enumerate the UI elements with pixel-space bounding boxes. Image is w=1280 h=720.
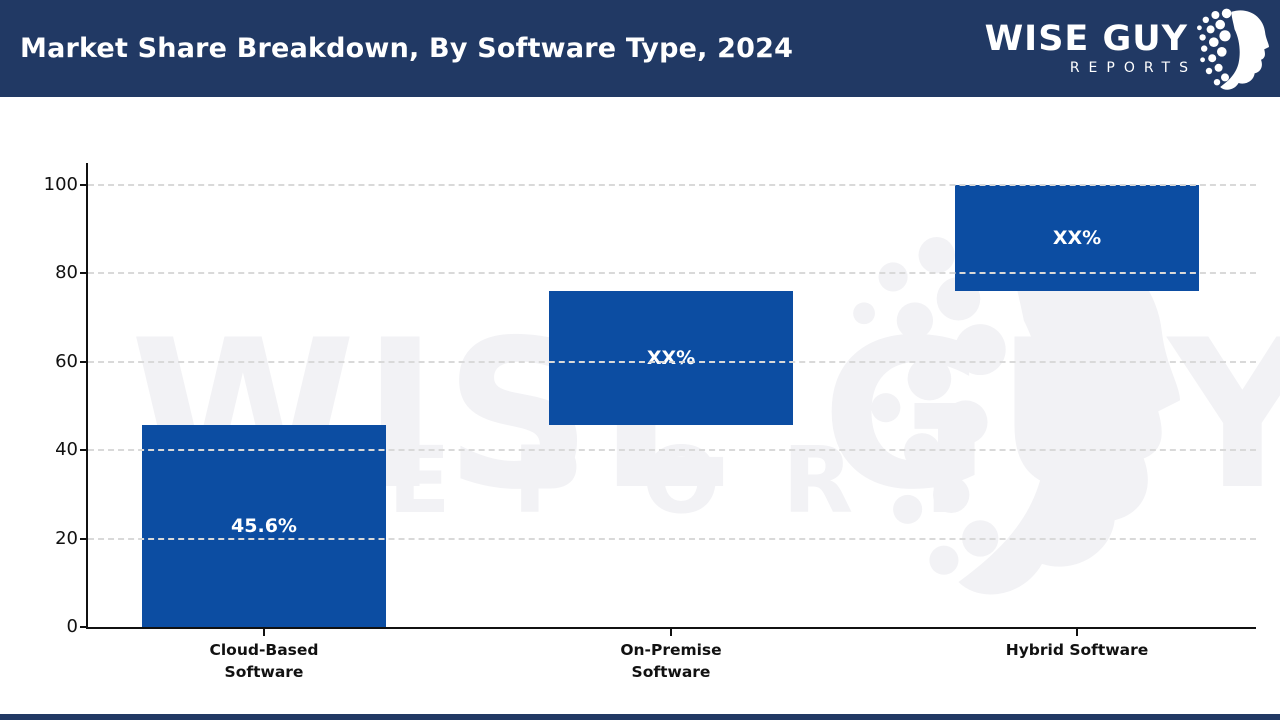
y-axis-tick-label: 60 [55,350,78,372]
x-axis-line [86,627,1256,629]
footer-bar [0,714,1280,720]
gridline-40 [88,449,1256,452]
wiseguy-logo: WISE GUY REPORTS [985,7,1270,91]
logo-text: WISE GUY REPORTS [984,19,1188,76]
chart-area: WISE GUY REPORTS 02040608010045.6%Cloud-… [0,97,1280,714]
y-axis-tick-label: 0 [66,616,78,637]
y-axis-line [86,163,88,629]
chart-title: Market Share Breakdown, By Software Type… [20,33,794,64]
bar-2: XX% [549,291,793,426]
y-axis-tick-mark [80,449,87,452]
x-axis-category-label: On-Premise Software [620,641,722,681]
y-axis-tick-label: 40 [55,439,78,461]
y-axis-tick-mark [80,272,87,275]
y-axis-tick-label: 20 [55,527,78,549]
y-axis-tick-mark [80,184,87,186]
gridline-100 [88,184,1256,186]
bar-value-label: 45.6% [231,515,297,538]
bar-value-label: XX% [1052,227,1102,250]
y-axis-tick-label: 100 [43,174,78,195]
header-bar: Market Share Breakdown, By Software Type… [0,0,1280,97]
y-axis-tick-mark [80,537,87,540]
y-axis-tick-mark [80,626,87,628]
gridline-60 [88,360,1256,363]
x-axis-tick-mark [670,629,672,636]
bar-3: XX% [955,185,1199,292]
face-profile-icon [1197,8,1269,90]
y-axis-tick-mark [80,360,87,363]
x-axis-tick-mark [1076,629,1078,636]
watermark-face-icon [853,226,1180,595]
gridline-20 [88,537,1256,540]
logo-wordmark: WISE GUY [984,19,1188,59]
x-axis-category-label: Hybrid Software [1005,641,1149,659]
x-axis-tick-mark [263,629,265,636]
bar-value-label: XX% [646,347,696,370]
gridline-80 [88,272,1256,275]
x-axis-category-label: Cloud-Based Software [209,641,319,681]
y-axis-tick-label: 80 [55,262,78,284]
logo-subtitle: REPORTS [1069,60,1197,76]
bar-1: 45.6% [142,425,386,627]
